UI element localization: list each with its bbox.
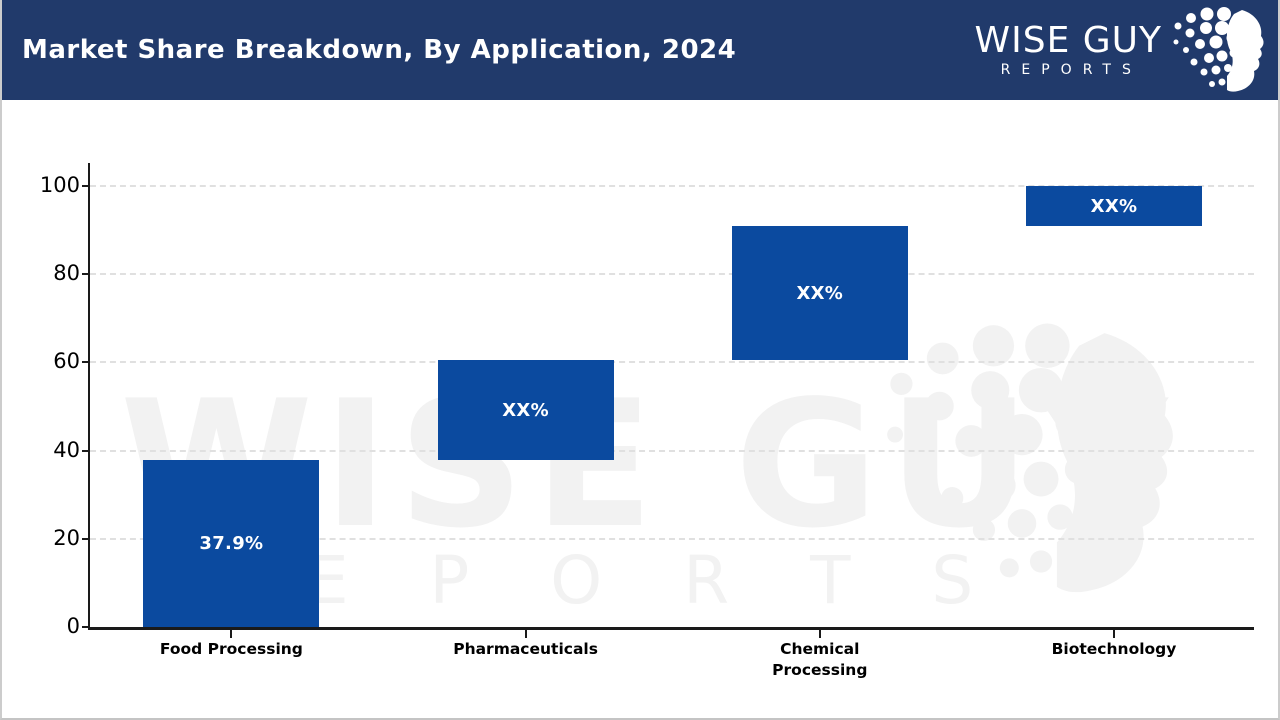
wise-guy-reports-logo: WISE GUY REPORTS <box>975 6 1269 94</box>
logo-text: WISE GUY REPORTS <box>974 20 1163 78</box>
x-axis-spine <box>90 627 1254 630</box>
x-axis-tick <box>1113 630 1115 638</box>
y-tick-label: 40 <box>53 437 80 462</box>
x-axis-tick <box>818 630 821 638</box>
y-axis-tick <box>82 537 90 540</box>
y-axis-tick <box>82 626 90 628</box>
y-axis-tick <box>82 449 90 452</box>
dotted-face-profile-icon <box>1173 7 1264 92</box>
x-category-label: Biotechnology <box>1051 640 1177 658</box>
logo-subtitle: REPORTS <box>1000 62 1142 78</box>
y-axis-tick <box>82 273 90 276</box>
y-tick-label: 80 <box>53 261 80 286</box>
y-tick-label: 20 <box>53 525 80 550</box>
bar-segment: XX% <box>731 226 908 361</box>
y-tick-label: 0 <box>66 614 80 638</box>
y-gridline <box>90 185 1254 187</box>
x-category-label: Pharmaceuticals <box>453 640 598 658</box>
y-axis-spine <box>88 163 90 630</box>
y-axis-tick <box>82 185 90 187</box>
x-category-label: Chemical Processing <box>772 640 868 679</box>
y-axis-tick <box>82 361 90 364</box>
header-bar: Market Share Breakdown, By Application, … <box>2 0 1278 100</box>
bar-segment: XX% <box>1026 186 1202 227</box>
bar-segment: XX% <box>437 360 614 460</box>
y-gridline <box>90 361 1254 364</box>
y-tick-label: 100 <box>39 173 80 197</box>
bar-segment: 37.9% <box>143 459 320 627</box>
chart-plot-area: WISE GUY R E P O R T S 0 20 40 60 80 100 37.9%… <box>2 100 1278 718</box>
bar-value-label: XX% <box>1090 195 1138 217</box>
chart-title: Market Share Breakdown, By Application, … <box>22 35 737 65</box>
bar-value-label: 37.9% <box>199 532 264 554</box>
x-category-label: Food Processing <box>159 640 303 658</box>
watermark-dotted-face-icon <box>887 323 1173 593</box>
y-gridline <box>90 537 1254 540</box>
bar-value-label: XX% <box>796 282 844 304</box>
bar-value-label: XX% <box>502 399 549 421</box>
y-gridline <box>90 449 1254 452</box>
logo-wordmark: WISE GUY <box>974 20 1162 61</box>
x-axis-tick <box>230 630 233 638</box>
x-axis-tick <box>524 630 527 638</box>
y-tick-label: 60 <box>53 349 80 374</box>
y-gridline <box>90 273 1254 276</box>
